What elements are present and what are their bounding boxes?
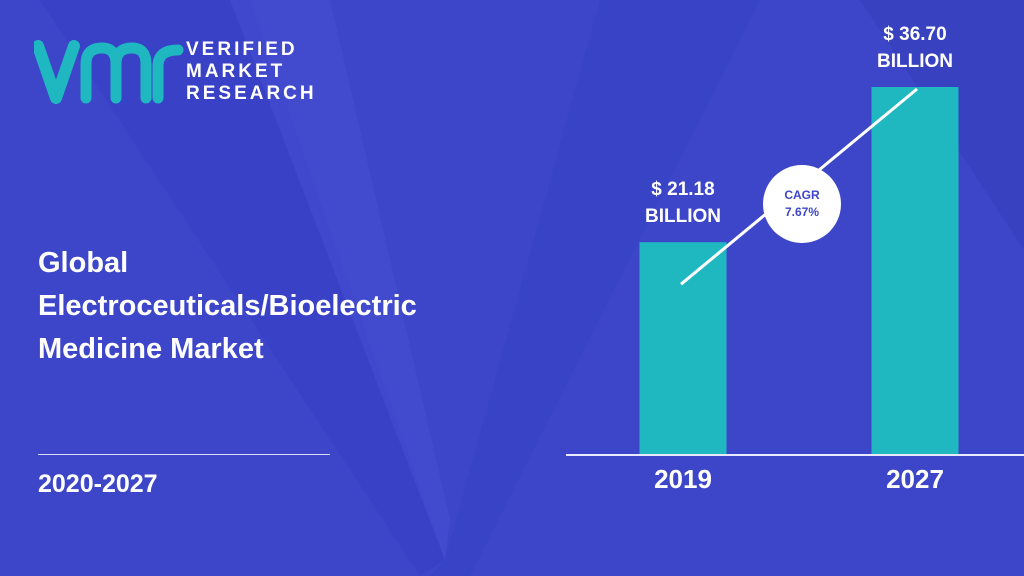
title-line-3: Medicine Market <box>38 333 264 365</box>
brand-line-verified: VERIFIED <box>186 39 298 60</box>
vmr-logo-icon <box>34 40 184 104</box>
brand-wordmark: VERIFIED MARKET RESEARCH <box>186 39 317 105</box>
brand-line-research: RESEARCH <box>186 83 317 104</box>
title-line-1: Global <box>38 247 129 279</box>
cagr-label: CAGR <box>784 188 820 202</box>
bar-2027 <box>871 87 959 454</box>
x-axis-line <box>566 454 1024 456</box>
brand-line-market: MARKET <box>186 61 286 82</box>
bar-value-unit: BILLION <box>645 206 721 228</box>
cagr-badge: CAGR 7.67% <box>763 165 841 243</box>
market-size-chart: $ 21.18 BILLION $ 36.70 BILLION CAGR 7.6… <box>560 24 1024 510</box>
forecast-period: 2020-2027 <box>38 470 158 498</box>
cagr-value: 7.67% <box>784 205 820 219</box>
brand-logo: VERIFIED MARKET RESEARCH <box>34 38 334 108</box>
bar-2019 <box>639 242 727 454</box>
bar-value-label-2027: $ 36.70 BILLION <box>850 21 980 75</box>
report-title: Global Electroceuticals/Bioelectric Medi… <box>38 242 498 371</box>
x-tick-2019: 2019 <box>654 464 712 494</box>
title-line-2: Electroceuticals/Bioelectric <box>38 290 417 322</box>
bar-value-label-2019: $ 21.18 BILLION <box>618 176 748 230</box>
chart-plot <box>639 87 959 454</box>
bar-value-amount: $ 21.18 <box>651 179 715 201</box>
x-tick-2027: 2027 <box>886 464 944 494</box>
bar-value-unit: BILLION <box>877 51 953 72</box>
title-divider <box>38 454 330 455</box>
bar-value-amount: $ 36.70 <box>883 24 947 45</box>
